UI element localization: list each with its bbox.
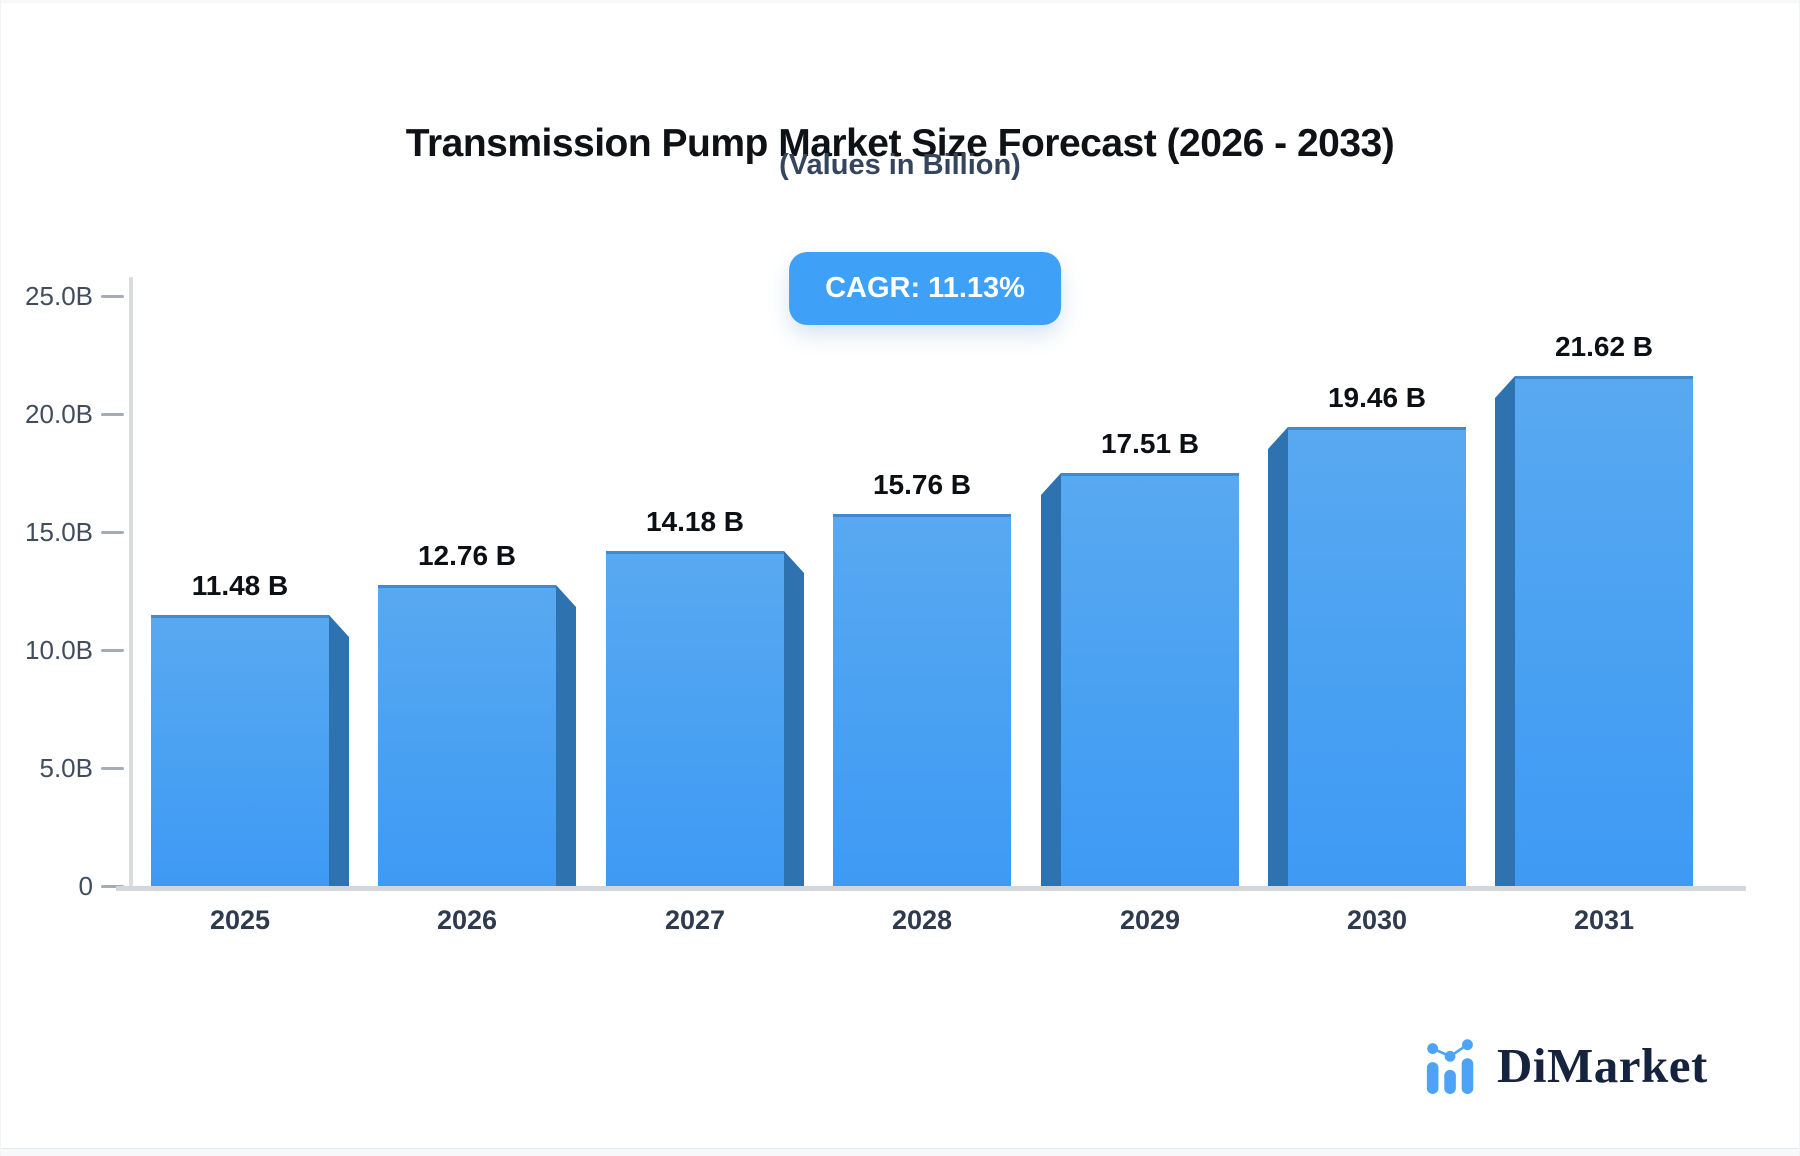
page-title: Transmission Pump Market Size Forecast (… xyxy=(405,122,1395,166)
bar-side-face xyxy=(1041,473,1061,886)
bar-2026 xyxy=(378,585,556,886)
x-tick-label-2026: 2026 xyxy=(436,905,498,935)
y-tick-label: 0 xyxy=(78,871,93,901)
bar-value-label: 17.51 B xyxy=(1100,428,1200,459)
cagr-badge: CAGR: 11.13% xyxy=(789,252,1061,325)
bar-value-label: 11.48 B xyxy=(191,570,289,601)
y-tick-label: 15.0B xyxy=(25,517,93,547)
page-subtitle: (Values in Billion) xyxy=(779,149,1021,181)
y-tick-dash xyxy=(101,885,124,888)
bar-2025 xyxy=(151,615,329,886)
logo-text: DiMarket xyxy=(1497,1037,1708,1093)
bar-value-label: 15.76 B xyxy=(872,469,972,500)
bar-2030 xyxy=(1288,427,1466,886)
x-axis-line xyxy=(116,886,1746,891)
bar-2029 xyxy=(1061,473,1239,886)
top-edge-divider xyxy=(1,0,1799,3)
y-axis-line xyxy=(129,277,133,891)
x-tick-label-2027: 2027 xyxy=(664,905,726,935)
y-tick-dash xyxy=(101,531,124,534)
x-tick-label-2028: 2028 xyxy=(891,905,953,935)
bar-side-face xyxy=(784,551,804,886)
bar-2027 xyxy=(606,551,784,886)
bar-value-label: 14.18 B xyxy=(645,506,745,537)
x-tick-label-2030: 2030 xyxy=(1346,905,1408,935)
bar-side-face xyxy=(329,615,349,886)
dimarket-logo: DiMarket xyxy=(1419,1036,1708,1094)
y-tick-label: 20.0B xyxy=(25,399,93,429)
bar-side-face xyxy=(1495,376,1515,886)
y-tick-label: 10.0B xyxy=(25,635,93,665)
bar-value-label: 21.62 B xyxy=(1554,331,1654,362)
bar-side-face xyxy=(556,585,576,886)
bar-value-label: 19.46 B xyxy=(1327,382,1427,413)
bar-2031 xyxy=(1515,376,1693,886)
x-tick-label-2031: 2031 xyxy=(1573,905,1635,935)
y-tick-dash xyxy=(101,413,124,416)
x-tick-label-2029: 2029 xyxy=(1119,905,1181,935)
bar-2028 xyxy=(833,514,1011,886)
x-tick-label-2025: 2025 xyxy=(209,905,271,935)
bottom-edge-divider xyxy=(1,1148,1799,1156)
y-tick-dash xyxy=(101,295,124,298)
y-tick-label: 5.0B xyxy=(39,753,94,783)
bar-value-label: 12.76 B xyxy=(417,540,517,571)
y-tick-dash xyxy=(101,767,124,770)
y-tick-dash xyxy=(101,649,124,652)
y-tick-label: 25.0B xyxy=(25,281,93,311)
bar-side-face xyxy=(1268,427,1288,886)
mini-bar-chart-icon xyxy=(1426,1039,1474,1094)
